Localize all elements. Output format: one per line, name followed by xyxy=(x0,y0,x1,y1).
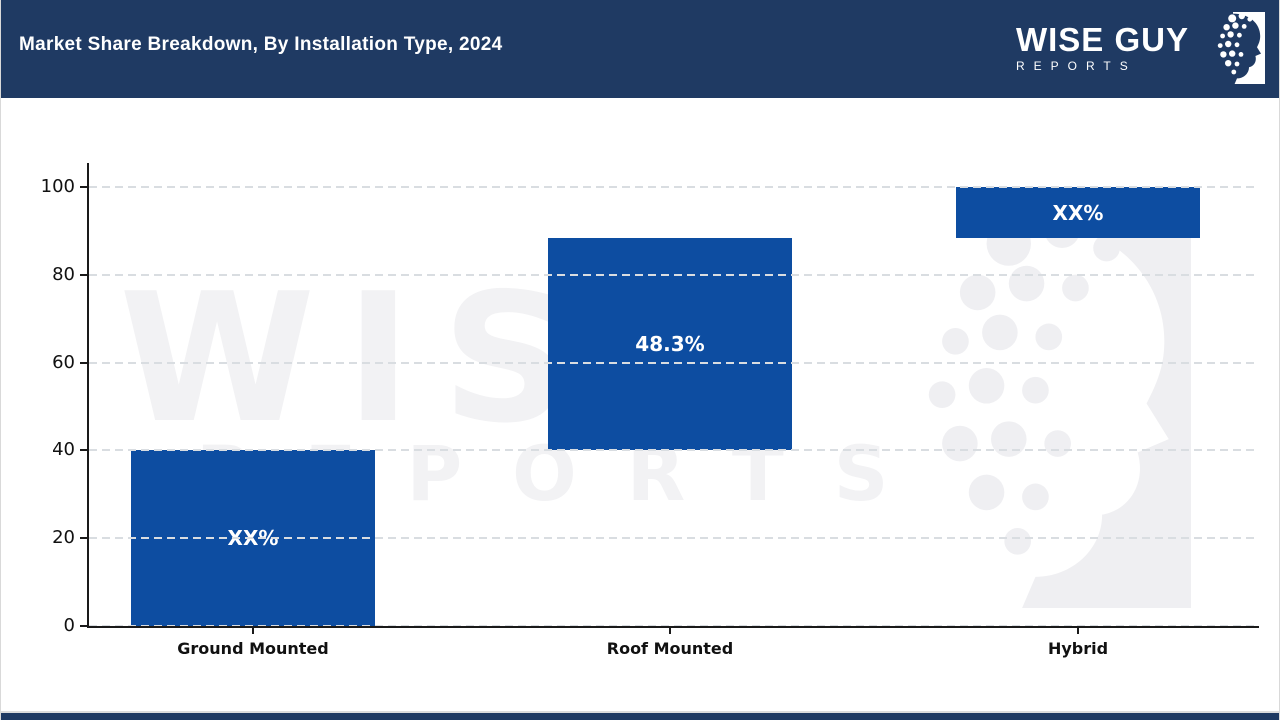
gridline xyxy=(89,449,1259,452)
y-tick-label: 100 xyxy=(40,176,75,197)
logo-wordmark: WISE GUY xyxy=(1015,21,1189,58)
dotted-head-icon xyxy=(1217,12,1265,84)
x-tick-label: Hybrid xyxy=(1047,639,1109,658)
y-tick-label: 60 xyxy=(52,351,75,373)
y-tick-mark xyxy=(80,537,88,540)
x-tick-mark xyxy=(252,628,254,634)
bar-roof-mounted: 48.3% xyxy=(548,238,792,451)
y-tick-label: 80 xyxy=(52,263,75,285)
x-tick-label: Roof Mounted xyxy=(606,639,734,658)
y-tick-label: 20 xyxy=(52,527,75,549)
x-axis xyxy=(87,626,1259,628)
chart-title: Market Share Breakdown, By Installation … xyxy=(19,34,503,55)
footer-divider xyxy=(1,711,1279,713)
wise-guy-logo: WISE GUY REPORTS xyxy=(1016,8,1265,88)
footer-bar xyxy=(1,713,1279,720)
bar-value-label: 48.3% xyxy=(635,332,705,357)
logo-text: WISE GUY REPORTS xyxy=(1016,23,1189,73)
x-tick-label: Ground Mounted xyxy=(177,639,329,658)
logo-subtext: REPORTS xyxy=(1015,59,1137,73)
y-tick-label: 40 xyxy=(52,439,75,461)
watermark-head-icon xyxy=(928,208,1191,608)
gridline xyxy=(89,273,1259,276)
header: Market Share Breakdown, By Installation … xyxy=(1,0,1279,98)
gridline xyxy=(89,361,1259,364)
y-tick-mark xyxy=(80,449,88,452)
bar-value-label: XX% xyxy=(1052,200,1104,225)
bar-hybrid: XX% xyxy=(956,187,1200,239)
y-tick-mark xyxy=(80,273,88,276)
gridline xyxy=(89,186,1259,188)
x-tick-mark xyxy=(1077,628,1079,634)
y-axis xyxy=(87,163,89,628)
y-tick-mark xyxy=(80,625,88,627)
x-tick-mark xyxy=(669,628,671,634)
gridline xyxy=(89,537,1259,540)
y-tick-mark xyxy=(80,361,88,364)
y-tick-label: 0 xyxy=(63,615,75,636)
y-tick-mark xyxy=(80,186,88,188)
